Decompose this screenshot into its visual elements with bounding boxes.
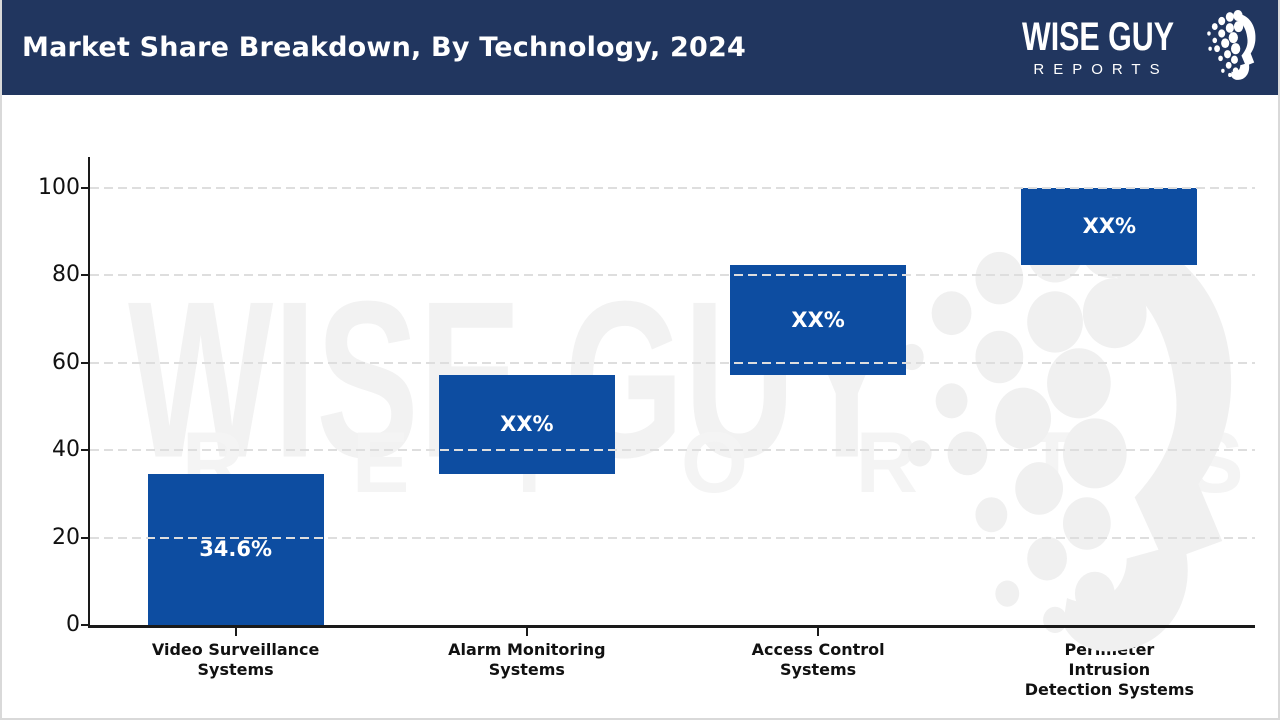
y-tick (81, 449, 90, 451)
y-axis (88, 157, 90, 628)
y-tick-label: 60 (52, 349, 80, 375)
brand-logo-text: WISE GUY REPORTS (998, 17, 1198, 78)
y-tick-label: 0 (66, 612, 80, 637)
brand-face-icon (1207, 9, 1256, 80)
y-tick (81, 274, 90, 276)
x-category-label: Access Control Systems (751, 640, 885, 679)
y-tick-label: 80 (52, 262, 80, 287)
y-tick-label: 40 (52, 437, 80, 462)
gridline (90, 449, 1255, 451)
x-category-label: Alarm Monitoring Systems (448, 640, 606, 679)
brand-subtitle: REPORTS (1033, 61, 1169, 78)
gridline (90, 361, 1255, 364)
bar-value-label: XX% (1082, 214, 1137, 239)
y-tick (81, 186, 90, 189)
bar: XX% (730, 264, 907, 375)
y-tick-label: 100 (38, 174, 80, 200)
bar-value-label: XX% (791, 307, 845, 332)
page-title: Market Share Breakdown, By Technology, 2… (22, 32, 747, 63)
bar-value-label: 34.6% (199, 537, 273, 562)
brand-wordmark: WISE GUY (1021, 15, 1174, 59)
x-tick (525, 625, 528, 636)
header-band: Market Share Breakdown, By Technology, 2… (2, 0, 1278, 95)
x-axis (88, 625, 1255, 628)
x-tick (234, 625, 237, 636)
bar: XX% (438, 374, 615, 474)
gridline (90, 536, 1255, 539)
y-tick (81, 536, 90, 539)
y-tick (81, 361, 90, 364)
brand-logo: WISE GUY REPORTS (998, 9, 1260, 86)
gridline (90, 274, 1255, 276)
y-tick-label: 20 (52, 524, 80, 550)
y-tick (81, 624, 90, 626)
bar-value-label: XX% (500, 412, 554, 437)
gridline (90, 186, 1255, 189)
bar: XX% (1021, 187, 1198, 265)
bar: 34.6% (147, 473, 324, 625)
x-category-label: Video Surveillance Systems (151, 640, 320, 679)
x-tick (817, 625, 820, 636)
